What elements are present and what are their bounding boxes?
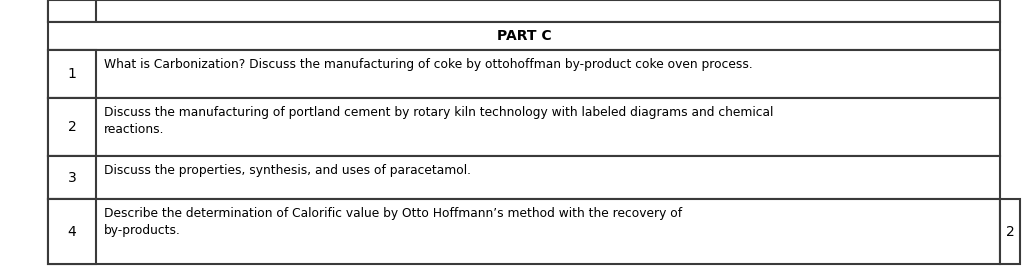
Text: What is Carbonization? Discuss the manufacturing of coke by ottohoffman by-produ: What is Carbonization? Discuss the manuf… — [104, 58, 753, 71]
Bar — [48, 199, 96, 264]
Text: PART C: PART C — [497, 29, 551, 43]
Bar — [48, 98, 96, 156]
Text: Describe the determination of Calorific value by Otto Hoffmann’s method with the: Describe the determination of Calorific … — [104, 207, 682, 237]
Text: 4: 4 — [68, 224, 77, 239]
Text: 2: 2 — [1006, 224, 1015, 239]
Bar — [48, 156, 1000, 199]
Text: 2: 2 — [68, 120, 77, 134]
Bar — [48, 98, 1000, 156]
Text: Discuss the properties, synthesis, and uses of paracetamol.: Discuss the properties, synthesis, and u… — [104, 164, 471, 177]
Bar — [48, 0, 1000, 22]
Text: 1: 1 — [68, 67, 77, 81]
Bar — [48, 199, 1000, 264]
Bar — [48, 22, 1000, 50]
Bar — [48, 50, 96, 98]
Bar — [48, 156, 96, 199]
Bar — [48, 50, 1000, 98]
Bar — [48, 0, 96, 22]
Text: 3: 3 — [68, 171, 77, 185]
Bar — [1000, 199, 1020, 264]
Text: Discuss the manufacturing of portland cement by rotary kiln technology with labe: Discuss the manufacturing of portland ce… — [104, 106, 773, 136]
